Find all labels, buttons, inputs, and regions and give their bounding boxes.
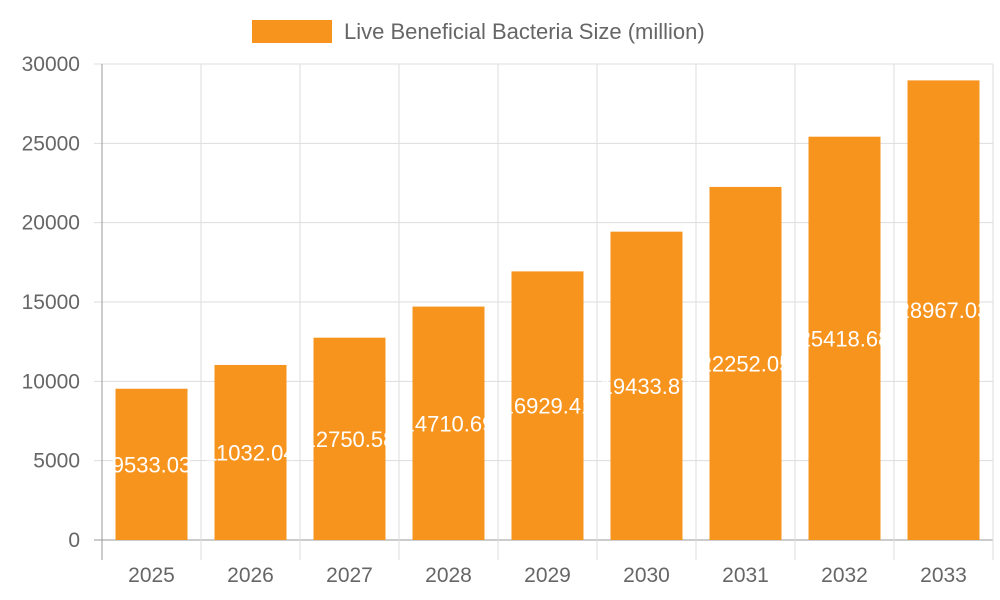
bar xyxy=(214,364,287,540)
data-label: 11032.04 xyxy=(205,440,295,465)
y-tick-label: 5000 xyxy=(33,450,80,473)
bar xyxy=(610,231,683,540)
bar xyxy=(907,80,980,540)
legend-label: Live Beneficial Bacteria Size (million) xyxy=(344,19,705,44)
data-label: 25418.68 xyxy=(799,326,891,351)
x-tick-label: 2031 xyxy=(722,564,769,587)
bar xyxy=(115,388,188,540)
legend-swatch xyxy=(252,20,332,43)
data-label: 14710.69 xyxy=(403,411,495,436)
x-tick-label: 2030 xyxy=(623,564,670,587)
x-tick-label: 2026 xyxy=(227,564,274,587)
x-tick-label: 2032 xyxy=(821,564,868,587)
y-tick-label: 0 xyxy=(68,529,80,552)
x-tick-label: 2028 xyxy=(425,564,472,587)
data-label: 28967.03 xyxy=(898,298,990,323)
bar xyxy=(313,337,386,540)
bar xyxy=(511,271,584,540)
data-label: 16929.41 xyxy=(502,394,594,419)
bar xyxy=(412,306,485,540)
y-tick-label: 10000 xyxy=(22,370,80,393)
x-tick-label: 2025 xyxy=(128,564,175,587)
x-tick-label: 2033 xyxy=(920,564,967,587)
bar xyxy=(709,186,782,540)
data-label: 9533.03 xyxy=(112,452,192,477)
y-tick-label: 15000 xyxy=(22,291,80,314)
x-tick-label: 2029 xyxy=(524,564,571,587)
x-tick-label: 2027 xyxy=(326,564,373,587)
data-label: 22252.05 xyxy=(700,351,792,376)
data-label: 12750.58 xyxy=(304,427,396,452)
legend[interactable]: Live Beneficial Bacteria Size (million) xyxy=(252,19,705,44)
y-tick-label: 30000 xyxy=(22,53,80,76)
bar xyxy=(808,136,881,540)
y-tick-label: 25000 xyxy=(22,132,80,155)
y-tick-label: 20000 xyxy=(22,212,80,235)
data-label: 19433.87 xyxy=(601,374,693,399)
